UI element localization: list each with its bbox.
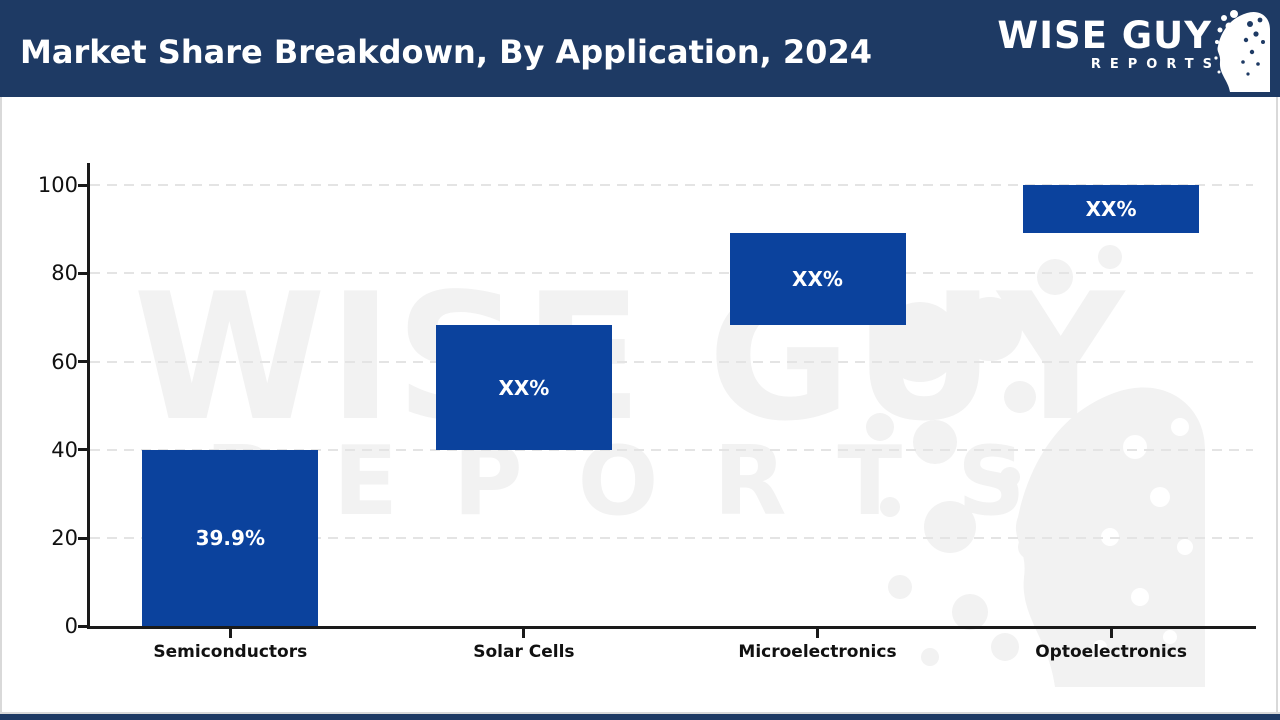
y-axis-tick — [78, 624, 87, 628]
x-category-label: Microelectronics — [738, 642, 897, 663]
right-border — [1276, 97, 1278, 714]
gridline — [90, 448, 1253, 451]
y-tick-label: 20 — [51, 526, 78, 551]
footer-bar — [0, 714, 1280, 720]
x-axis-tick — [1109, 629, 1113, 639]
left-border — [0, 97, 2, 714]
x-axis-tick — [522, 629, 526, 639]
plot: 0 20 40 60 80 100 39.9% Semiconductors XX% Solar … — [0, 97, 1280, 714]
page-title: Market Share Breakdown, By Application, … — [20, 33, 872, 71]
x-category-label: Optoelectronics — [1035, 642, 1187, 663]
brand-logo: WISE GUY REPORTS — [997, 6, 1274, 92]
y-axis-tick — [78, 271, 87, 275]
y-axis-tick — [78, 360, 87, 364]
bar: 39.9% — [142, 450, 319, 627]
y-tick-label: 100 — [37, 173, 78, 197]
bar-value-label: XX% — [498, 375, 550, 400]
bar: XX% — [729, 233, 906, 326]
logo-sub: REPORTS — [1090, 57, 1221, 72]
bar: XX% — [435, 325, 612, 451]
chart-area: WISE GUY REPORTS 0 20 40 60 80 100 39.9% Semico… — [0, 97, 1280, 714]
y-axis — [87, 162, 90, 630]
watermark-text: WISE GUY — [133, 257, 1127, 460]
bar-value-label: XX% — [792, 267, 843, 292]
y-tick-label: 80 — [51, 261, 78, 286]
y-axis-tick — [78, 536, 87, 540]
bar-value-label: XX% — [1085, 197, 1137, 222]
y-tick-label: 0 — [64, 614, 78, 639]
y-tick-label: 60 — [51, 349, 78, 374]
gridline — [90, 537, 1253, 540]
bottom-border — [0, 712, 1280, 714]
x-axis-tick — [816, 629, 819, 639]
gridline — [90, 184, 1253, 186]
bar-value-label: 39.9% — [195, 526, 265, 551]
logo-face-icon — [1214, 10, 1270, 92]
x-axis-tick — [228, 629, 232, 639]
x-axis — [87, 626, 1256, 630]
y-tick-label: 40 — [51, 437, 78, 462]
watermark-sub: REPORTS — [205, 427, 1081, 537]
bar: XX% — [1023, 185, 1200, 234]
x-category-label: Solar Cells — [473, 642, 575, 663]
gridline — [90, 272, 1253, 275]
y-axis-tick — [78, 448, 87, 452]
gridline — [90, 360, 1253, 363]
header: Market Share Breakdown, By Application, … — [0, 0, 1280, 97]
logo-wordmark: WISE GUY REPORTS — [997, 16, 1212, 74]
x-category-label: Semiconductors — [153, 642, 308, 663]
logo-word: WISE GUY — [997, 14, 1212, 57]
y-axis-tick — [78, 183, 87, 187]
